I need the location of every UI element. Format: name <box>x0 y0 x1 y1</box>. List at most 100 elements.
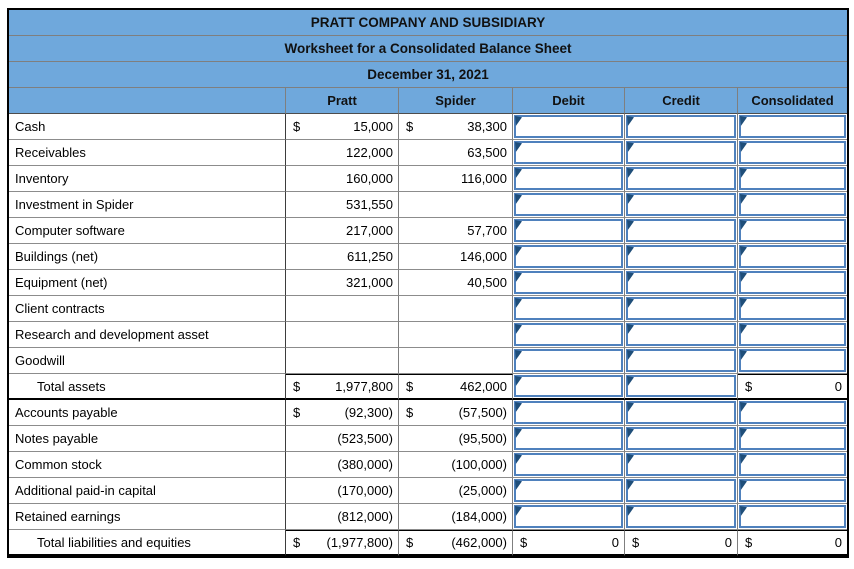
consolidated-cell <box>738 504 847 530</box>
cell-marker-icon <box>627 194 634 204</box>
credit-input-cell[interactable] <box>626 271 736 294</box>
debit-input-cell[interactable] <box>514 141 623 164</box>
consolidated-input-cell[interactable] <box>739 323 846 346</box>
consolidated-cell <box>738 270 847 296</box>
debit-input-cell[interactable] <box>514 375 623 397</box>
cell-value: (57,500) <box>458 405 507 420</box>
debit-input-cell[interactable] <box>514 505 623 528</box>
dollar-sign: $ <box>293 405 301 420</box>
debit-input-cell[interactable] <box>514 167 623 190</box>
credit-input-cell[interactable] <box>626 115 736 138</box>
debit-cell <box>513 192 625 218</box>
consolidated-input-cell[interactable] <box>739 245 846 268</box>
debit-input-cell[interactable] <box>514 401 623 424</box>
cell-marker-icon <box>515 194 522 204</box>
cell-value: (170,000) <box>337 483 393 498</box>
debit-cell <box>513 296 625 322</box>
debit-cell <box>513 218 625 244</box>
spider-value-cell: (184,000) <box>399 504 513 530</box>
credit-cell <box>625 426 738 452</box>
debit-input-cell[interactable] <box>514 427 623 450</box>
debit-input-cell[interactable] <box>514 193 623 216</box>
credit-input-cell[interactable] <box>626 245 736 268</box>
debit-cell <box>513 114 625 140</box>
cell-marker-icon <box>740 194 747 204</box>
debit-input-cell[interactable] <box>514 323 623 346</box>
credit-input-cell[interactable] <box>626 167 736 190</box>
cell-value: (25,000) <box>458 483 507 498</box>
spider-value-cell <box>399 348 513 374</box>
consolidated-input-cell[interactable] <box>739 141 846 164</box>
credit-input-cell[interactable] <box>626 323 736 346</box>
cell-marker-icon <box>627 220 634 230</box>
debit-input-cell[interactable] <box>514 453 623 476</box>
debit-cell <box>513 400 625 426</box>
cell-value: 0 <box>834 379 842 394</box>
credit-input-cell[interactable] <box>626 505 736 528</box>
consolidated-input-cell[interactable] <box>739 453 846 476</box>
row-label: Computer software <box>9 218 286 244</box>
cell-marker-icon <box>627 246 634 256</box>
debit-input-cell[interactable] <box>514 479 623 502</box>
dollar-sign: $ <box>293 379 301 394</box>
spider-value-cell: 57,700 <box>399 218 513 244</box>
credit-input-cell[interactable] <box>626 297 736 320</box>
credit-cell <box>625 140 738 166</box>
cell-value: 217,000 <box>346 223 393 238</box>
consolidated-input-cell[interactable] <box>739 401 846 424</box>
consolidated-cell <box>738 452 847 478</box>
cell-value: (380,000) <box>337 457 393 472</box>
credit-cell <box>625 296 738 322</box>
cell-value: 146,000 <box>460 249 507 264</box>
consolidated-input-cell[interactable] <box>739 427 846 450</box>
debit-input-cell[interactable] <box>514 297 623 320</box>
credit-input-cell[interactable] <box>626 141 736 164</box>
spider-value-cell: 116,000 <box>399 166 513 192</box>
debit-input-cell[interactable] <box>514 245 623 268</box>
credit-input-cell[interactable] <box>626 349 736 372</box>
spider-value-cell: $ (462,000) <box>399 530 513 556</box>
cell-marker-icon <box>515 454 522 464</box>
cell-marker-icon <box>627 454 634 464</box>
column-header-debit: Debit <box>513 88 625 114</box>
credit-input-cell[interactable] <box>626 375 736 397</box>
credit-input-cell[interactable] <box>626 479 736 502</box>
cell-marker-icon <box>515 402 522 412</box>
consolidated-input-cell[interactable] <box>739 219 846 242</box>
cell-marker-icon <box>627 298 634 308</box>
consolidated-input-cell[interactable] <box>739 505 846 528</box>
cell-marker-icon <box>515 168 522 178</box>
row-label: Total assets <box>9 374 286 400</box>
debit-cell <box>513 452 625 478</box>
cell-marker-icon <box>515 376 522 386</box>
pratt-value-cell: 321,000 <box>286 270 399 296</box>
cell-marker-icon <box>740 350 747 360</box>
credit-input-cell[interactable] <box>626 219 736 242</box>
debit-input-cell[interactable] <box>514 219 623 242</box>
dollar-sign: $ <box>406 535 414 550</box>
cell-value: (92,300) <box>344 405 393 420</box>
consolidated-input-cell[interactable] <box>739 193 846 216</box>
credit-cell <box>625 166 738 192</box>
credit-input-cell[interactable] <box>626 401 736 424</box>
credit-input-cell[interactable] <box>626 427 736 450</box>
consolidated-input-cell[interactable] <box>739 115 846 138</box>
debit-input-cell[interactable] <box>514 271 623 294</box>
cell-value: (1,977,800) <box>326 535 394 550</box>
consolidated-cell <box>738 218 847 244</box>
consolidated-input-cell[interactable] <box>739 479 846 502</box>
pratt-value-cell: $1,977,800 <box>286 374 399 400</box>
consolidated-input-cell[interactable] <box>739 167 846 190</box>
spider-value-cell: (25,000) <box>399 478 513 504</box>
pratt-value-cell: (523,500) <box>286 426 399 452</box>
pratt-value-cell: 160,000 <box>286 166 399 192</box>
credit-input-cell[interactable] <box>626 193 736 216</box>
credit-input-cell[interactable] <box>626 453 736 476</box>
consolidated-input-cell[interactable] <box>739 297 846 320</box>
debit-input-cell[interactable] <box>514 349 623 372</box>
dollar-sign: $ <box>745 379 753 394</box>
consolidated-input-cell[interactable] <box>739 271 846 294</box>
consolidated-input-cell[interactable] <box>739 349 846 372</box>
debit-input-cell[interactable] <box>514 115 623 138</box>
cell-marker-icon <box>627 116 634 126</box>
